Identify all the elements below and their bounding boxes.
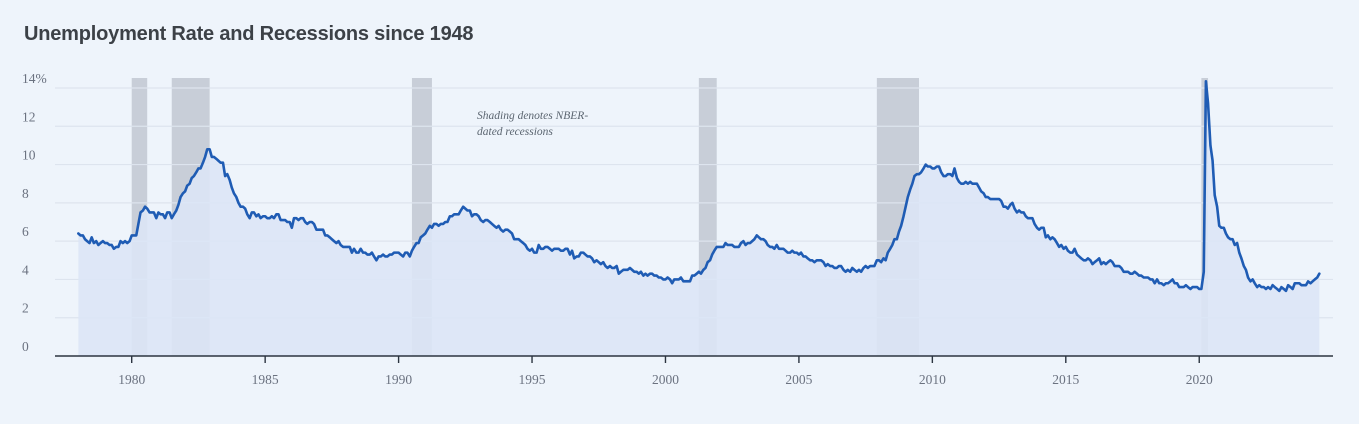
page-title: Unemployment Rate and Recessions since 1… xyxy=(24,23,474,45)
area-fill xyxy=(78,81,1320,357)
x-axis-tick-label: 2005 xyxy=(785,372,812,387)
y-axis-tick-labels: 0 2 4 6 8 10 12 14% xyxy=(22,71,47,354)
y-axis-tick-label: 10 xyxy=(22,148,36,163)
area-fill-group xyxy=(78,81,1320,357)
y-axis-tick-label: 2 xyxy=(22,301,29,316)
y-axis-tick-label: 0 xyxy=(22,339,29,354)
y-axis-tick-label: 4 xyxy=(22,262,29,277)
x-axis-line-group xyxy=(55,355,1333,363)
y-axis-tick-label: 6 xyxy=(22,224,29,239)
x-axis-tick-label: 2010 xyxy=(919,372,946,387)
x-axis-tick-label: 2020 xyxy=(1186,372,1213,387)
x-axis-tick-label: 2015 xyxy=(1052,372,1079,387)
annotation-line-2: dated recessions xyxy=(477,126,553,138)
x-axis-tick-labels: 1980 1985 1990 1995 2000 2005 2010 2015 2020 xyxy=(118,372,1213,387)
y-axis-tick-label: 8 xyxy=(22,186,29,201)
y-axis-tick-label: 12 xyxy=(22,109,36,124)
data-line-group xyxy=(77,80,1321,293)
x-axis-tick-label: 1990 xyxy=(385,372,412,387)
annotation-line-1: Shading denotes NBER- xyxy=(477,110,588,122)
x-axis-tick-label: 1980 xyxy=(118,372,145,387)
x-axis-tick-label: 1985 xyxy=(252,372,279,387)
y-axis-tick-label: 14% xyxy=(22,71,47,86)
chart-annotation: Shading denotes NBER-dated recessions xyxy=(477,110,588,138)
x-axis-tick-label: 2000 xyxy=(652,372,679,387)
x-axis-tick-label: 1995 xyxy=(519,372,546,387)
data-line xyxy=(77,80,1321,293)
